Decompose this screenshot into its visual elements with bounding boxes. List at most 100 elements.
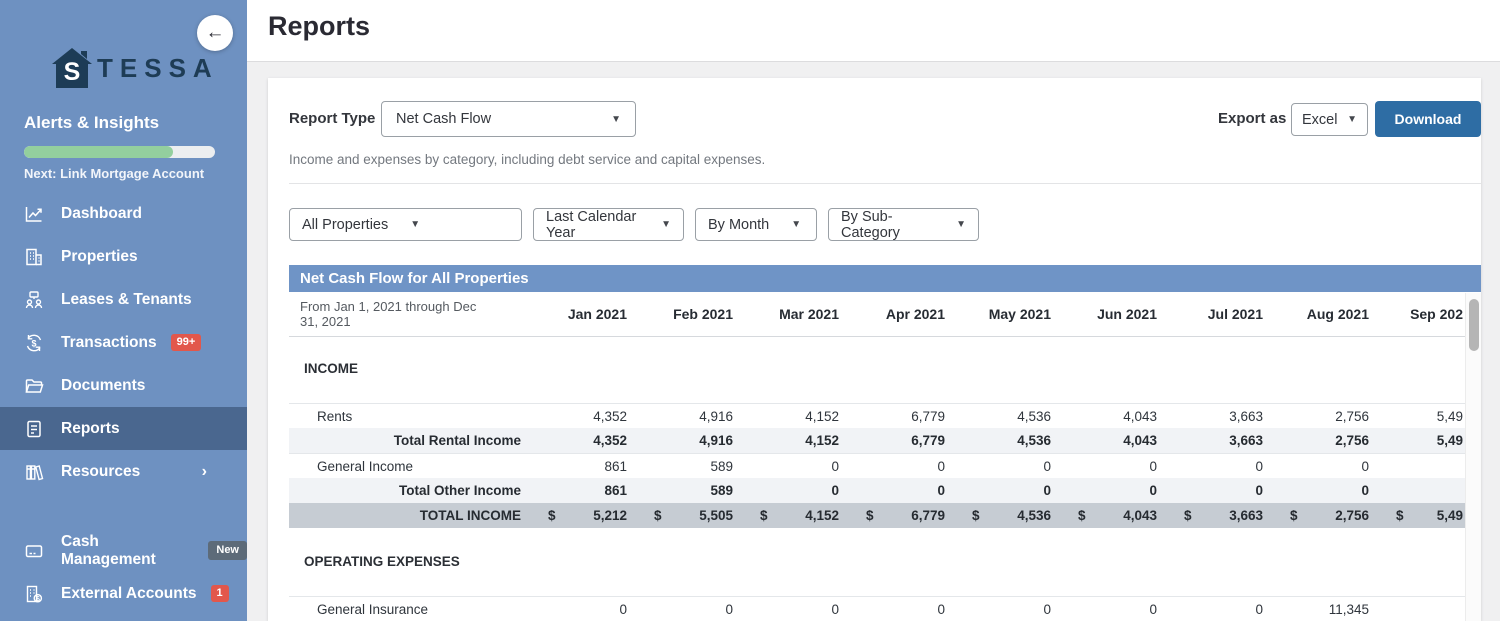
cell-value: 11,345 <box>1328 601 1369 617</box>
sidebar-item-label: Properties <box>61 247 138 265</box>
report-toolbar: Report Type Net Cash Flow ▼ Export as Ex… <box>268 101 1481 137</box>
svg-text:$: $ <box>31 338 36 348</box>
date-range-label: From Jan 1, 2021 through Dec 31, 2021 <box>300 299 477 329</box>
top-bar: Reports <box>247 0 1500 62</box>
cell-value: 6,779 <box>911 408 945 424</box>
cell-value: 0 <box>831 458 839 474</box>
cell-value: 0 <box>1149 601 1157 617</box>
month-header-cell: Jun 2021 <box>1097 306 1157 322</box>
dollar-sign: $ <box>972 508 980 523</box>
cell-value: 3,663 <box>1229 408 1263 424</box>
filter-value: Last Calendar Year <box>546 208 637 241</box>
sidebar-item-dashboard[interactable]: Dashboard <box>0 192 247 235</box>
row-label: Total Other Income <box>398 483 521 498</box>
cell-value: 4,352 <box>593 408 627 424</box>
dollar-sign: $ <box>1184 508 1192 523</box>
granularity-filter-select[interactable]: By Month ▼ <box>695 208 817 241</box>
properties-filter-select[interactable]: All Properties ▼ <box>289 208 522 241</box>
cell-value: 4,536 <box>1017 433 1051 448</box>
cell-value: 3,663 <box>1229 433 1263 448</box>
filter-row: All Properties ▼ Last Calendar Year ▼ By… <box>289 208 1481 241</box>
filter-value: By Sub-Category <box>841 208 900 241</box>
chevron-right-icon: › <box>201 462 207 480</box>
period-filter-select[interactable]: Last Calendar Year ▼ <box>533 208 684 241</box>
cell-value: 4,043 <box>1123 408 1157 424</box>
month-header-cell: Aug 2021 <box>1306 306 1369 322</box>
cell-value: 0 <box>1043 483 1051 498</box>
cell-value: 4,043 <box>1123 433 1157 448</box>
export-format-value: Excel <box>1302 111 1338 128</box>
cell-value: 4,152 <box>805 408 839 424</box>
row-label: TOTAL INCOME <box>419 508 521 523</box>
month-header-cell: Feb 2021 <box>673 306 733 322</box>
sidebar-nav: Dashboard Properties Leases & Tenants $ … <box>0 192 247 493</box>
sidebar: ← S TESSA Alerts & Insights Next: Link M… <box>0 0 247 621</box>
cell-value: 0 <box>1149 483 1157 498</box>
dashboard-icon <box>24 204 44 224</box>
filter-value: By Month <box>708 216 770 233</box>
cell-value: 0 <box>619 601 627 617</box>
divider <box>289 183 1481 184</box>
cell-value: $5,49 <box>1396 508 1463 523</box>
sidebar-item-leases-tenants[interactable]: Leases & Tenants <box>0 278 247 321</box>
cell-value: 0 <box>831 483 839 498</box>
svg-text:$: $ <box>36 594 41 603</box>
month-header-cell: Jan 2021 <box>567 306 627 322</box>
month-header-cell: Jul 2021 <box>1207 306 1263 322</box>
leases-tenants-icon <box>24 290 44 310</box>
collapse-sidebar-button[interactable]: ← <box>197 15 233 51</box>
cell-value: 2,756 <box>1335 433 1369 448</box>
page-title: Reports <box>268 11 371 41</box>
export-format-select[interactable]: Excel ▼ <box>1291 103 1368 136</box>
sidebar-item-external-accounts[interactable]: $ External Accounts 1 <box>0 572 247 615</box>
cell-value: $4,043 <box>1078 508 1157 523</box>
sidebar-item-label: Transactions <box>61 333 157 351</box>
report-description: Income and expenses by category, includi… <box>289 152 766 167</box>
cell-value: 589 <box>710 458 733 474</box>
alerts-title: Alerts & Insights <box>24 113 160 132</box>
alerts-insights-widget[interactable]: Alerts & Insights Next: Link Mortgage Ac… <box>24 113 224 181</box>
month-header-cell: May 2021 <box>988 306 1051 322</box>
stessa-house-icon: S <box>50 47 94 89</box>
logo-wordmark: TESSA <box>97 52 219 83</box>
cell-value: 0 <box>1361 458 1369 474</box>
cell-value: 4,916 <box>699 433 733 448</box>
cell-value: 0 <box>831 601 839 617</box>
sidebar-item-properties[interactable]: Properties <box>0 235 247 278</box>
dollar-sign: $ <box>1078 508 1086 523</box>
vertical-scrollbar <box>1465 293 1481 621</box>
table-row-detail: Rents 4,352 4,916 4,152 6,779 4,536 4,043 3,663… <box>289 403 1465 428</box>
external-accounts-count-badge: 1 <box>210 585 229 602</box>
cell-value: 861 <box>604 458 627 474</box>
row-label: Rents <box>317 408 353 424</box>
table-row-detail: General Insurance 0 0 0 0 0 0 0 11,345 <box>289 596 1465 621</box>
cell-value: $3,663 <box>1184 508 1263 523</box>
scrollbar-thumb[interactable] <box>1469 299 1479 351</box>
sidebar-item-resources[interactable]: Resources › <box>0 450 247 493</box>
onboarding-progress-bar <box>24 146 215 158</box>
sidebar-item-documents[interactable]: Documents <box>0 364 247 407</box>
cell-value: 0 <box>1149 458 1157 474</box>
cell-value: 0 <box>937 483 945 498</box>
cell-value: 0 <box>1255 483 1263 498</box>
download-button[interactable]: Download <box>1375 101 1481 137</box>
new-badge: New <box>208 541 247 560</box>
sidebar-item-reports[interactable]: Reports <box>0 407 247 450</box>
cell-value: $5,212 <box>548 508 627 523</box>
table-row-subtotal: Total Rental Income 4,352 4,916 4,152 6,779 4… <box>289 428 1465 453</box>
cell-value: 0 <box>937 458 945 474</box>
table-row-total: TOTAL INCOME $5,212 $5,505 $4,152 $6,779 $4,5… <box>289 503 1465 528</box>
cell-value: $5,505 <box>654 508 733 523</box>
cell-value: 5,49 <box>1436 433 1463 448</box>
category-filter-select[interactable]: By Sub-Category ▼ <box>828 208 979 241</box>
dollar-sign: $ <box>866 508 874 523</box>
row-label: General Income <box>317 458 414 474</box>
cell-value: 0 <box>1043 601 1051 617</box>
report-type-select[interactable]: Net Cash Flow ▼ <box>381 101 636 137</box>
cell-value: 2,756 <box>1335 408 1369 424</box>
resources-icon <box>24 462 44 482</box>
stessa-logo[interactable]: S TESSA <box>50 47 219 89</box>
chevron-down-icon: ▼ <box>410 219 421 230</box>
sidebar-item-transactions[interactable]: $ Transactions 99+ <box>0 321 247 364</box>
sidebar-item-cash-management[interactable]: Cash Management New <box>0 529 247 572</box>
